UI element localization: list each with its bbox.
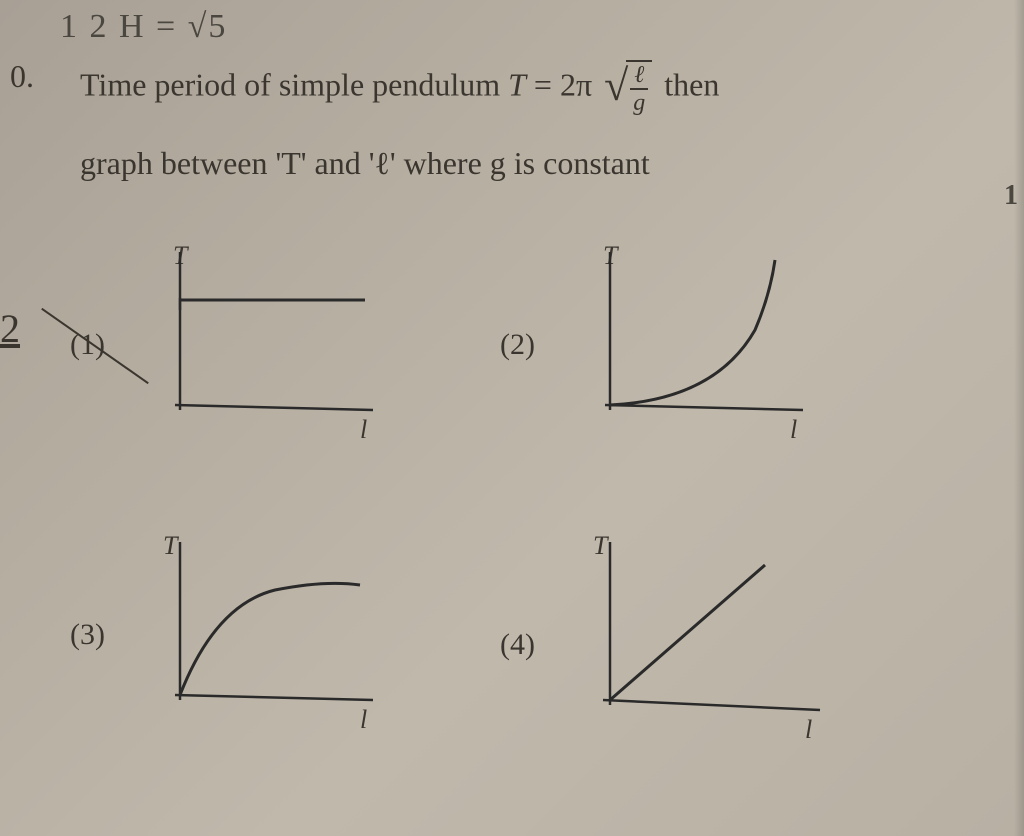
option-2[interactable]: (2) T l	[500, 240, 815, 450]
formula-eq: = 2π	[534, 67, 592, 103]
sqrt-icon: √ ℓ g	[604, 60, 652, 117]
option-4[interactable]: (4) T l	[500, 530, 835, 760]
x-axis-label: l	[805, 715, 812, 744]
question-line-1: Time period of simple pendulum T = 2π √ …	[80, 60, 960, 117]
frac-num: ℓ	[630, 62, 648, 90]
x-axis-label: l	[360, 415, 367, 444]
graph-2: T l	[555, 240, 815, 450]
y-axis-label: T	[593, 531, 609, 560]
question-number: 0.	[10, 58, 34, 95]
y-axis-label: T	[163, 531, 179, 560]
q-pre-text: Time period of simple pendulum	[80, 67, 508, 103]
handwritten-header: 1 2 H = √5	[60, 8, 227, 46]
graph-4: T l	[555, 530, 835, 760]
option-1[interactable]: (1) T l	[70, 240, 385, 450]
option-2-label: (2)	[500, 328, 535, 362]
q-post-text: then	[664, 67, 719, 103]
question-line-2: graph between 'T' and 'ℓ' where g is con…	[80, 145, 960, 182]
frac-den: g	[629, 90, 649, 116]
left-margin-number: 2	[0, 305, 20, 352]
option-3[interactable]: (3) T l	[70, 530, 385, 740]
graph-1: T l	[125, 240, 385, 450]
page-shadow	[1014, 0, 1024, 836]
x-axis-label: l	[790, 415, 797, 444]
formula: T = 2π √ ℓ g	[508, 60, 656, 117]
option-4-label: (4)	[500, 628, 535, 662]
x-axis-label: l	[360, 705, 367, 734]
formula-T: T	[508, 67, 526, 103]
option-1-label: (1)	[70, 328, 105, 362]
option-3-label: (3)	[70, 618, 105, 652]
graph-3: T l	[125, 530, 385, 740]
